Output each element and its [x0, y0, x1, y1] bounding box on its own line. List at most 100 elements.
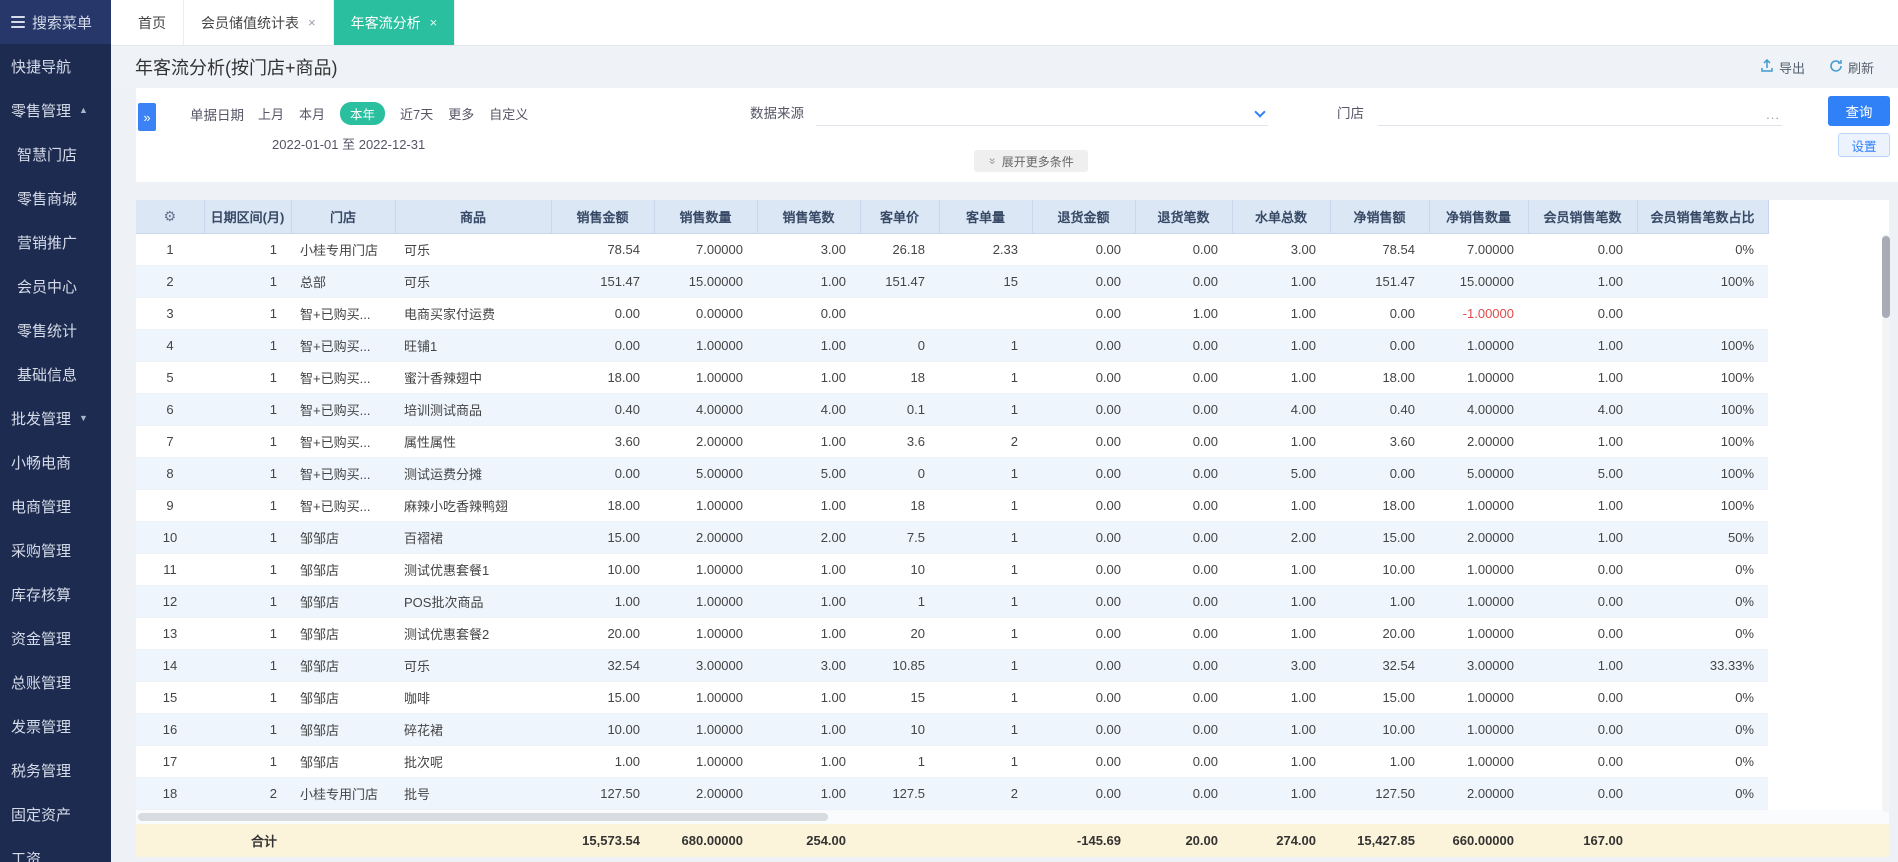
column-header[interactable]: 退货笔数 — [1135, 200, 1233, 234]
sidebar-item[interactable]: 零售统计 — [0, 308, 111, 352]
column-header[interactable]: 客单量 — [939, 200, 1033, 234]
table-row[interactable]: 8 1 智+已购买... 测试运费分摊 0.00 5.00000 5.00 0 1 0.00 0.0… — [136, 457, 1889, 490]
close-icon[interactable]: × — [429, 15, 438, 30]
more-options-icon[interactable]: ... — [1766, 107, 1780, 122]
sidebar-item[interactable]: 采购管理 — [0, 528, 111, 572]
query-button[interactable]: 查询 — [1828, 96, 1890, 126]
sidebar-item[interactable]: 税务管理 — [0, 748, 111, 792]
vertical-scrollbar[interactable] — [1882, 234, 1890, 812]
sidebar-item[interactable]: 小畅电商 — [0, 440, 111, 484]
sidebar-item[interactable]: 快捷导航 — [0, 44, 111, 88]
column-header[interactable]: 销售数量 — [654, 200, 758, 234]
column-header[interactable]: 客单价 — [860, 200, 940, 234]
table-cell: 0.00 — [1528, 617, 1637, 650]
column-header[interactable]: 销售金额 — [551, 200, 655, 234]
sidebar-item[interactable]: 电商管理 — [0, 484, 111, 528]
table-row[interactable]: 10 1 邹邹店 百褶裙 15.00 2.00000 2.00 7.5 1 0.00 0.00 2.0… — [136, 521, 1889, 554]
date-option[interactable]: 自定义 — [489, 107, 529, 122]
table-cell: 1 — [204, 329, 291, 362]
column-header[interactable]: 净销售额 — [1330, 200, 1430, 234]
sidebar-item[interactable]: 智慧门店 — [0, 132, 111, 176]
table-cell: 18 — [860, 361, 939, 394]
sidebar-item[interactable]: 库存核算 — [0, 572, 111, 616]
column-header[interactable]: 日期区间(月) — [204, 200, 292, 234]
table-row[interactable]: 18 2 小桂专用门店 批号 127.50 2.00000 1.00 127.5 2 0.00 0.… — [136, 777, 1889, 810]
refresh-button[interactable]: 刷新 — [1829, 58, 1874, 77]
table-cell: 麻辣小吃香辣鸭翅 — [395, 489, 551, 522]
table-row[interactable]: 13 1 邹邹店 测试优惠套餐2 20.00 1.00000 1.00 20 1 0.00 0.00… — [136, 617, 1889, 650]
table-row[interactable]: 9 1 智+已购买... 麻辣小吃香辣鸭翅 18.00 1.00000 1.00 18 1 0.0… — [136, 489, 1889, 522]
sidebar-item[interactable]: 资金管理 — [0, 616, 111, 660]
table-row[interactable]: 3 1 智+已购买... 电商买家付运费 0.00 0.00000 0.00 0.00 1.00… — [136, 297, 1889, 330]
table-cell: 0.00 — [757, 297, 860, 330]
table-cell: 1 — [204, 457, 291, 490]
data-source-select[interactable] — [816, 102, 1268, 126]
table-cell: 15 — [939, 265, 1032, 298]
sidebar-item[interactable]: 固定资产 — [0, 792, 111, 836]
table-cell: 0% — [1637, 233, 1768, 266]
close-icon[interactable]: × — [308, 15, 316, 30]
table-cell: 5.00 — [757, 457, 860, 490]
table-row[interactable]: 7 1 智+已购买... 属性属性 3.60 2.00000 1.00 3.6 2 0.00 0.0… — [136, 425, 1889, 458]
collapse-panel-button[interactable]: » — [138, 103, 156, 131]
column-header[interactable]: 销售笔数 — [757, 200, 861, 234]
table-cell — [1637, 297, 1768, 330]
tab-会员储值统计表[interactable]: 会员储值统计表 × — [184, 0, 334, 45]
table-row[interactable]: 16 1 邹邹店 碎花裙 10.00 1.00000 1.00 10 1 0.00 0.00 1.00… — [136, 713, 1889, 746]
sidebar-item-label: 批发管理 — [11, 410, 72, 428]
horizontal-scroll-thumb[interactable] — [138, 812, 828, 821]
table-row[interactable]: 15 1 邹邹店 咖啡 15.00 1.00000 1.00 15 1 0.00 0.00 1.00 1… — [136, 681, 1889, 714]
date-option[interactable]: 更多 — [448, 107, 475, 122]
tab-年客流分析[interactable]: 年客流分析 × — [333, 0, 456, 45]
vertical-scroll-thumb[interactable] — [1882, 236, 1890, 318]
sidebar-item[interactable]: 零售管理 ▲ — [0, 88, 111, 132]
table-row[interactable]: 6 1 智+已购买... 培训测试商品 0.40 4.00000 4.00 0.1 1 0.00 0… — [136, 393, 1889, 426]
chevron-down-icon[interactable] — [1254, 106, 1266, 118]
expand-more-conditions-button[interactable]: « 展开更多条件 — [974, 150, 1088, 172]
tab-首页[interactable]: 首页 — [121, 0, 184, 45]
column-header[interactable]: 商品 — [395, 200, 552, 234]
sidebar-item[interactable]: 工资 — [0, 836, 111, 862]
date-option[interactable]: 上月 — [258, 107, 285, 122]
table-row[interactable]: 11 1 邹邹店 测试优惠套餐1 10.00 1.00000 1.00 10 1 0.00 0.00… — [136, 553, 1889, 586]
table-cell: 0.00 — [1032, 553, 1135, 586]
sidebar-item[interactable]: 批发管理 ▼ — [0, 396, 111, 440]
date-option[interactable]: 近7天 — [400, 107, 434, 122]
sidebar-item[interactable]: 发票管理 — [0, 704, 111, 748]
date-option[interactable]: 本月 — [299, 107, 326, 122]
table-cell: 7.5 — [860, 521, 939, 554]
title-actions: 导出 刷新 — [1760, 58, 1874, 77]
column-header[interactable]: 门店 — [291, 200, 396, 234]
sidebar-item[interactable]: 总账管理 — [0, 660, 111, 704]
table-row[interactable]: 17 1 邹邹店 批次呢 1.00 1.00000 1.00 1 1 0.00 0.00 1.00 1.… — [136, 745, 1889, 778]
sidebar-item[interactable]: 搜索菜单 — [0, 0, 111, 44]
sidebar-item[interactable]: 基础信息 — [0, 352, 111, 396]
table-cell: 0.00 — [1135, 361, 1232, 394]
date-range-value[interactable]: 2022-01-01 至 2022-12-31 — [272, 137, 426, 152]
column-header[interactable]: 会员销售笔数 — [1528, 200, 1638, 234]
settings-button[interactable]: 设置 — [1838, 133, 1890, 157]
export-button[interactable]: 导出 — [1760, 58, 1805, 77]
table-cell: 智+已购买... — [291, 329, 395, 362]
date-option[interactable]: 本年 — [340, 102, 386, 125]
table-row[interactable]: 5 1 智+已购买... 蜜汁香辣翅中 18.00 1.00000 1.00 18 1 0.00 0… — [136, 361, 1889, 394]
column-header[interactable]: 会员销售笔数占比 — [1637, 200, 1769, 234]
column-header[interactable]: 水单总数 — [1232, 200, 1331, 234]
table-cell: 5.00 — [1528, 457, 1637, 490]
table-row[interactable]: 1 1 小桂专用门店 可乐 78.54 7.00000 3.00 26.18 2.33 0.00 0… — [136, 233, 1889, 266]
sidebar-item[interactable]: 零售商城 — [0, 176, 111, 220]
column-header[interactable]: 退货金额 — [1032, 200, 1136, 234]
table-row[interactable]: 2 1 总部 可乐 151.47 15.00000 1.00 151.47 15 0.00 0.00… — [136, 265, 1889, 298]
store-input[interactable]: ... — [1378, 102, 1782, 126]
sidebar-item[interactable]: 会员中心 — [0, 264, 111, 308]
chevron-up-icon: ▲ — [79, 105, 88, 115]
table-row[interactable]: 4 1 智+已购买... 旺铺1 0.00 1.00000 1.00 0 1 0.00 0.00 1.… — [136, 329, 1889, 362]
column-settings-gear-icon[interactable]: ⚙ — [136, 200, 205, 234]
column-header[interactable]: 净销售数量 — [1429, 200, 1529, 234]
table-cell: 1.00 — [1528, 329, 1637, 362]
sidebar-item-label: 发票管理 — [11, 718, 72, 736]
table-row[interactable]: 14 1 邹邹店 可乐 32.54 3.00000 3.00 10.85 1 0.00 0.00 3.… — [136, 649, 1889, 682]
table-row[interactable]: 12 1 邹邹店 POS批次商品 1.00 1.00000 1.00 1 1 0.00 0.00 1.… — [136, 585, 1889, 618]
horizontal-scrollbar[interactable] — [136, 809, 1889, 824]
sidebar-item[interactable]: 营销推广 — [0, 220, 111, 264]
